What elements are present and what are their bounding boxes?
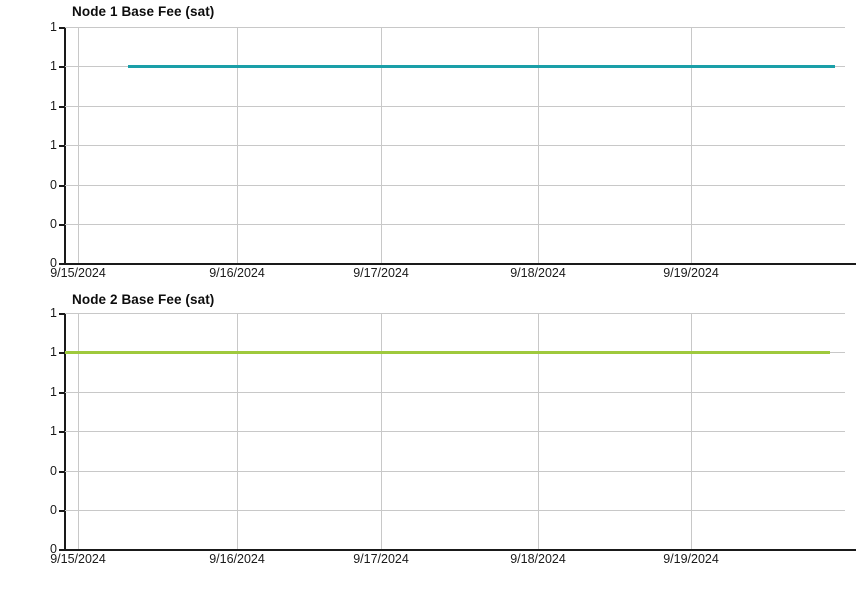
y-axis-tick: [59, 431, 65, 433]
x-axis-tick-label: 9/18/2024: [510, 266, 566, 280]
y-axis-tick: [59, 224, 65, 226]
gridline-horizontal: [65, 392, 845, 393]
y-axis-tick: [59, 549, 65, 551]
x-axis-tick-label: 9/16/2024: [209, 266, 265, 280]
x-axis-tick-label: 9/16/2024: [209, 552, 265, 566]
chart-title: Node 2 Base Fee (sat): [72, 292, 215, 307]
y-axis-tick-label: 1: [50, 306, 57, 320]
plot-area: [65, 27, 845, 263]
y-axis-tick: [59, 185, 65, 187]
series-line-node-1: [128, 65, 835, 68]
y-axis-tick-label: 1: [50, 59, 57, 73]
y-axis-tick: [59, 313, 65, 315]
y-axis-tick: [59, 392, 65, 394]
x-axis-line: [64, 263, 856, 265]
y-axis-tick-label: 1: [50, 424, 57, 438]
y-axis-tick: [59, 27, 65, 29]
gridline-vertical: [237, 27, 238, 263]
y-axis-tick: [59, 66, 65, 68]
y-axis-tick-label: 0: [50, 503, 57, 517]
gridline-horizontal: [65, 106, 845, 107]
x-axis-tick-label: 9/15/2024: [50, 266, 106, 280]
gridline-vertical: [78, 313, 79, 549]
gridline-horizontal: [65, 27, 845, 28]
y-axis-tick-label: 1: [50, 138, 57, 152]
y-axis-tick-label: 0: [50, 217, 57, 231]
x-axis-line: [64, 549, 856, 551]
x-axis-tick-label: 9/17/2024: [353, 552, 409, 566]
chart-title: Node 1 Base Fee (sat): [72, 4, 215, 19]
gridline-horizontal: [65, 313, 845, 314]
gridline-vertical: [381, 27, 382, 263]
y-axis-tick-label: 0: [50, 464, 57, 478]
y-axis-tick-label: 1: [50, 99, 57, 113]
y-axis-tick: [59, 106, 65, 108]
y-axis-tick: [59, 510, 65, 512]
x-axis-tick-label: 9/19/2024: [663, 552, 719, 566]
y-axis-tick-label: 0: [50, 256, 57, 270]
gridline-vertical: [691, 313, 692, 549]
gridline-vertical: [381, 313, 382, 549]
gridline-vertical: [538, 27, 539, 263]
gridline-vertical: [691, 27, 692, 263]
gridline-vertical: [538, 313, 539, 549]
y-axis-tick-label: 1: [50, 345, 57, 359]
chart-panel-node-1: Node 1 Base Fee (sat) 1 1 1 1 0 0: [0, 0, 860, 290]
chart-panel-node-2: Node 2 Base Fee (sat) 1 1 1 1 0 0: [0, 288, 860, 580]
gridline-horizontal: [65, 431, 845, 432]
y-axis-tick: [59, 352, 65, 354]
y-axis-tick-label: 0: [50, 542, 57, 556]
gridline-horizontal: [65, 185, 845, 186]
plot-area: [65, 313, 845, 549]
x-axis-tick-label: 9/18/2024: [510, 552, 566, 566]
gridline-horizontal: [65, 145, 845, 146]
series-line-node-2: [65, 351, 830, 354]
x-axis-tick-label: 9/15/2024: [50, 552, 106, 566]
x-axis-tick-label: 9/19/2024: [663, 266, 719, 280]
y-axis-tick: [59, 263, 65, 265]
y-axis-tick-label: 1: [50, 385, 57, 399]
gridline-horizontal: [65, 510, 845, 511]
y-axis-tick-label: 0: [50, 178, 57, 192]
x-axis-tick-label: 9/17/2024: [353, 266, 409, 280]
gridline-vertical: [237, 313, 238, 549]
y-axis-tick: [59, 145, 65, 147]
gridline-horizontal: [65, 224, 845, 225]
gridline-horizontal: [65, 471, 845, 472]
gridline-vertical: [78, 27, 79, 263]
y-axis-tick: [59, 471, 65, 473]
y-axis-tick-label: 1: [50, 20, 57, 34]
